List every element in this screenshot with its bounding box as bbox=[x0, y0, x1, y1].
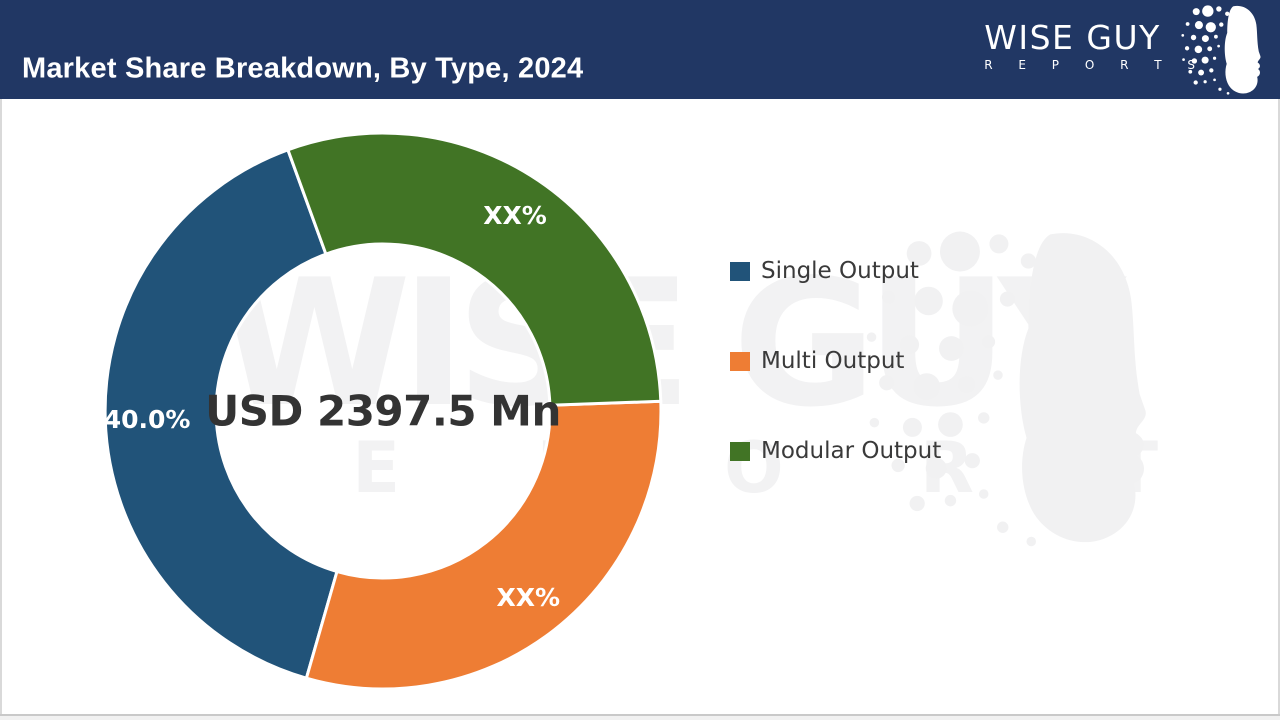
legend-swatch-modular-output bbox=[730, 441, 750, 461]
header-bar: Market Share Breakdown, By Type, 2024 WI… bbox=[0, 0, 1280, 99]
donut-segment-modular-output bbox=[286, 131, 663, 407]
slice-label-modular-output: XX% bbox=[483, 201, 547, 230]
page-title: Market Share Breakdown, By Type, 2024 bbox=[22, 52, 584, 85]
legend-swatch-multi-output bbox=[730, 351, 750, 371]
chart-legend: Single Output Multi Output Modular Output bbox=[730, 257, 941, 527]
legend-item-single-output: Single Output bbox=[730, 257, 941, 285]
watermark-wordmark: WISE GUY bbox=[218, 243, 1125, 446]
legend-swatch-single-output bbox=[730, 261, 750, 281]
logo-wordmark: WISE GUY R E P O R T S bbox=[984, 21, 1206, 72]
legend-item-multi-output: Multi Output bbox=[730, 347, 941, 375]
donut-segment-single-output bbox=[103, 148, 339, 680]
logo-wordmark-line1: WISE GUY bbox=[984, 18, 1161, 57]
slice-label-multi-output: XX% bbox=[496, 583, 560, 612]
legend-item-modular-output: Modular Output bbox=[730, 437, 941, 465]
bottom-divider bbox=[0, 714, 1280, 716]
legend-label-multi-output: Multi Output bbox=[761, 348, 905, 374]
logo-wordmark-line2: R E P O R T S bbox=[984, 58, 1206, 72]
bottom-strip bbox=[0, 716, 1280, 720]
chart-area: WISE GUY R E P O R T S 40.0% XX% XX% USD 2… bbox=[0, 99, 1280, 714]
wiseguy-logo: WISE GUY R E P O R T S bbox=[984, 0, 1280, 99]
legend-label-modular-output: Modular Output bbox=[761, 438, 942, 464]
logo-face-icon bbox=[1178, 3, 1270, 96]
donut-center-value: USD 2397.5 Mn bbox=[205, 386, 561, 436]
legend-label-single-output: Single Output bbox=[761, 258, 919, 284]
donut-segment-multi-output bbox=[304, 399, 663, 691]
donut-chart: 40.0% XX% XX% bbox=[103, 131, 663, 691]
slice-label-single-output: 40.0% bbox=[104, 405, 191, 434]
